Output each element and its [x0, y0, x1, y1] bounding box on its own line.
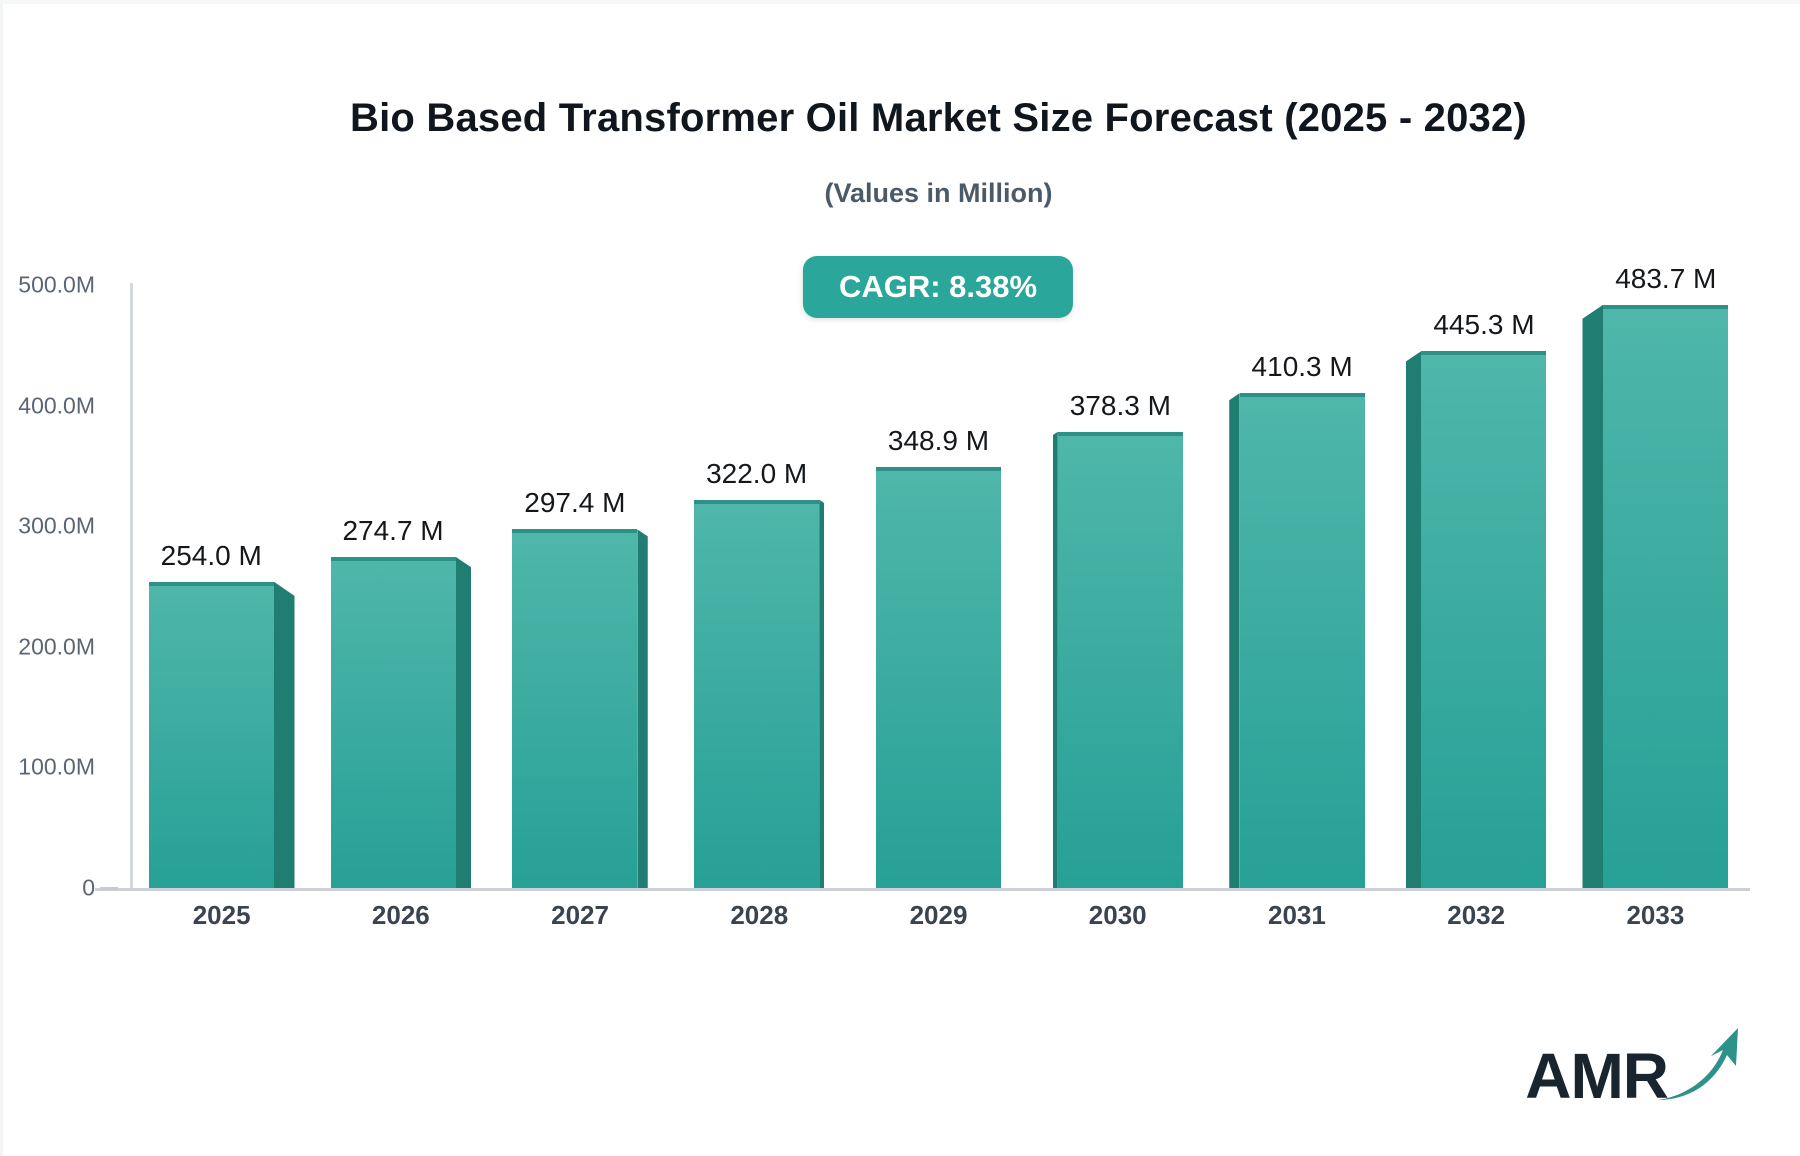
- bar-value-label: 254.0 M: [160, 539, 262, 571]
- y-tick-label: 500.0M: [18, 271, 95, 298]
- bar-value-label: 410.3 M: [1251, 351, 1353, 383]
- x-tick-label-2027: 2027: [551, 900, 609, 930]
- bar-2033: [1603, 304, 1729, 888]
- bar-2032: [1421, 350, 1547, 888]
- bar-value-label: 297.4 M: [524, 487, 626, 519]
- x-tick-label-2025: 2025: [192, 900, 251, 930]
- bar-value-label: 445.3 M: [1433, 308, 1535, 340]
- x-tick-label-2029: 2029: [909, 900, 968, 930]
- chart-subtitle: (Values in Million): [824, 178, 1053, 208]
- bar-side-2028: [819, 499, 825, 888]
- bar-side-2031: [1229, 393, 1240, 888]
- bar-side-2030: [1052, 431, 1058, 888]
- x-tick-label-2026: 2026: [371, 900, 430, 930]
- x-tick-label-2032: 2032: [1447, 900, 1506, 930]
- y-axis-line: [130, 283, 133, 891]
- bar-2027: [512, 529, 638, 888]
- bar-value-label: 483.7 M: [1615, 262, 1717, 294]
- top-edge-divider: [0, 0, 1800, 4]
- bar-side-2032: [1405, 350, 1422, 888]
- bar-side-2025: [273, 581, 295, 888]
- x-tick-label-2031: 2031: [1268, 900, 1326, 930]
- y-tick-label: 100.0M: [18, 753, 95, 780]
- bar-2028: [694, 499, 820, 888]
- amr-logo: AMR: [1525, 1026, 1742, 1108]
- bar-2029: [876, 467, 1001, 888]
- x-axis-baseline: [95, 888, 1750, 891]
- y-tick-label: 0: [82, 874, 95, 901]
- bar-side-2027: [637, 529, 648, 888]
- bar-2030: [1057, 431, 1183, 888]
- y-tick-label: 400.0M: [18, 392, 95, 419]
- bar-2031: [1239, 393, 1365, 888]
- bar-side-2033: [1582, 304, 1604, 888]
- trend-up-arrow-icon: [1658, 1028, 1738, 1100]
- x-tick-label-2030: 2030: [1088, 900, 1147, 930]
- x-tick-label-2033: 2033: [1626, 900, 1685, 930]
- bar-2026: [330, 556, 456, 888]
- x-tick-label-2028: 2028: [730, 900, 789, 930]
- bar-side-2026: [455, 556, 472, 888]
- chart-title: Bio Based Transformer Oil Market Size Fo…: [350, 96, 1527, 140]
- bar-2025: [148, 581, 274, 888]
- bar-value-label: 348.9 M: [887, 425, 990, 457]
- bar-value-label: 274.7 M: [342, 514, 444, 546]
- zero-tick-mark: [100, 887, 118, 890]
- bar-value-label: 322.0 M: [706, 457, 808, 489]
- bar-value-label: 378.3 M: [1069, 389, 1171, 421]
- cagr-badge: CAGR: 8.38%: [802, 256, 1074, 318]
- y-tick-label: 300.0M: [18, 512, 95, 539]
- amr-logo-text: AMR: [1525, 1040, 1669, 1112]
- y-tick-label: 200.0M: [18, 633, 95, 660]
- left-edge-divider: [0, 0, 3, 1156]
